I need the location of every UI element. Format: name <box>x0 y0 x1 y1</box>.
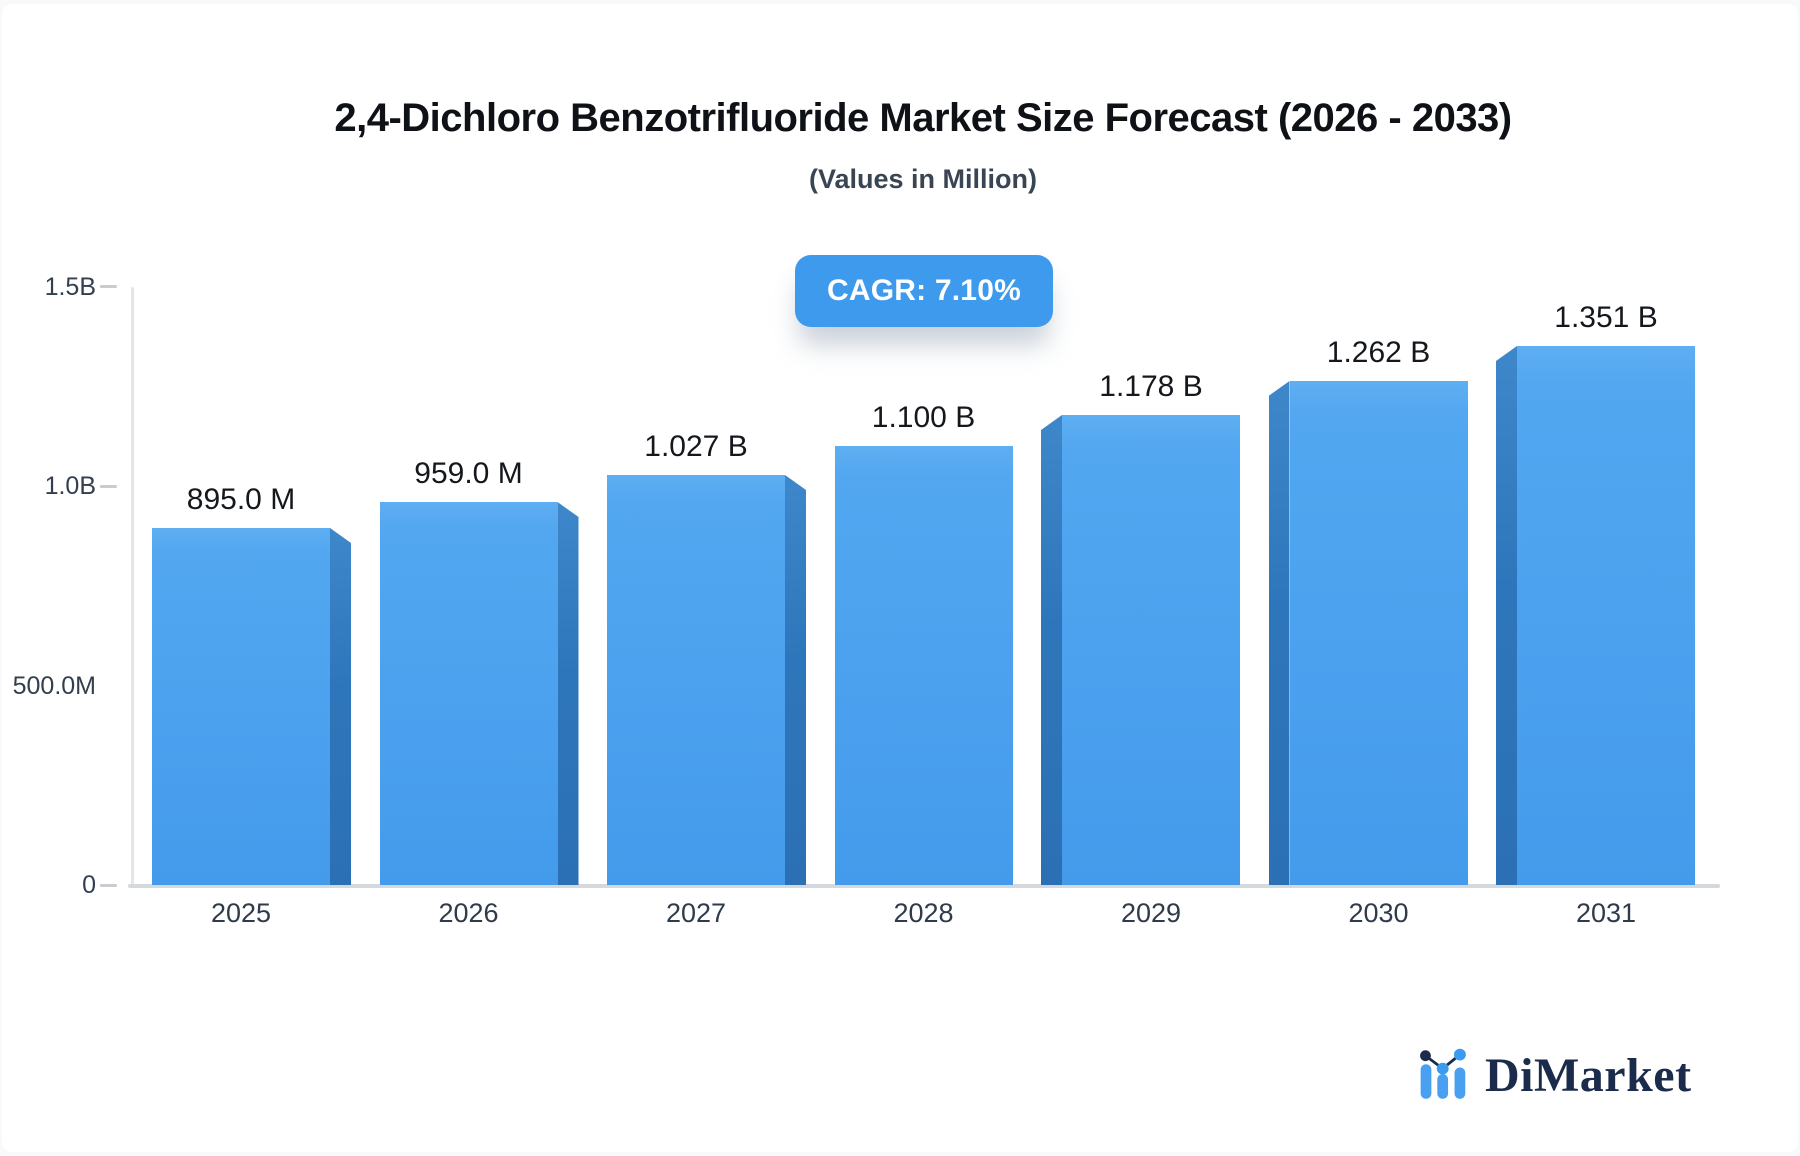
cagr-badge-label: CAGR: 7.10% <box>827 274 1021 307</box>
chart-title: 2,4-Dichloro Benzotrifluoride Market Siz… <box>334 96 1512 140</box>
bar-value-label-2026: 959.0 M <box>414 457 523 490</box>
logo-text: DiMarket <box>1485 1049 1692 1102</box>
x-axis-label-2030: 2030 <box>1348 898 1409 928</box>
bar-value-label-2030: 1.262 B <box>1326 336 1431 369</box>
bar-side-2026 <box>557 502 579 885</box>
x-axis-label-2029: 2029 <box>1120 898 1182 928</box>
bar-value-label-2028: 1.100 B <box>871 401 976 434</box>
y-axis-tick <box>100 285 117 288</box>
x-axis-line <box>128 884 1720 888</box>
y-axis-tick <box>100 484 117 488</box>
bar-value-label-2027: 1.027 B <box>644 430 748 463</box>
x-axis-label-2025: 2025 <box>210 898 272 928</box>
bar-2029 <box>1062 415 1240 885</box>
y-axis-tick <box>100 883 117 887</box>
chart-subtitle: (Values in Million) <box>808 164 1038 194</box>
bar-2026 <box>379 502 558 885</box>
bar-2028 <box>834 446 1013 885</box>
bar-side-2031 <box>1496 346 1517 885</box>
x-axis-label-2031: 2031 <box>1575 898 1637 928</box>
bar-2030 <box>1289 381 1468 885</box>
bar-2025 <box>152 528 330 885</box>
y-axis-label-1.5B: 1.5B <box>44 272 96 301</box>
bar-side-2027 <box>785 475 806 885</box>
x-axis-label-2026: 2026 <box>438 898 499 928</box>
bar-side-2030 <box>1268 381 1290 885</box>
x-axis-label-2028: 2028 <box>893 898 954 928</box>
bar-value-label-2029: 1.178 B <box>1099 370 1203 403</box>
y-axis-label-0: 0 <box>82 871 96 899</box>
bar-2031 <box>1517 346 1695 885</box>
bar-side-2025 <box>330 528 351 885</box>
logo-chart-icon <box>1420 1048 1466 1099</box>
bar-value-label-2025: 895.0 M <box>186 483 296 516</box>
x-axis-label-2027: 2027 <box>665 898 727 928</box>
y-axis-label-500.0M: 500.0M <box>12 671 96 700</box>
cagr-badge: CAGR: 7.10% <box>795 255 1053 327</box>
y-axis-label-1.0B: 1.0B <box>44 472 96 500</box>
y-axis-line <box>131 287 134 886</box>
bar-side-2029 <box>1041 415 1062 885</box>
bar-value-label-2031: 1.351 B <box>1554 301 1658 334</box>
bar-2027 <box>607 475 785 885</box>
dimarket-logo: DiMarket <box>1419 1040 1692 1102</box>
